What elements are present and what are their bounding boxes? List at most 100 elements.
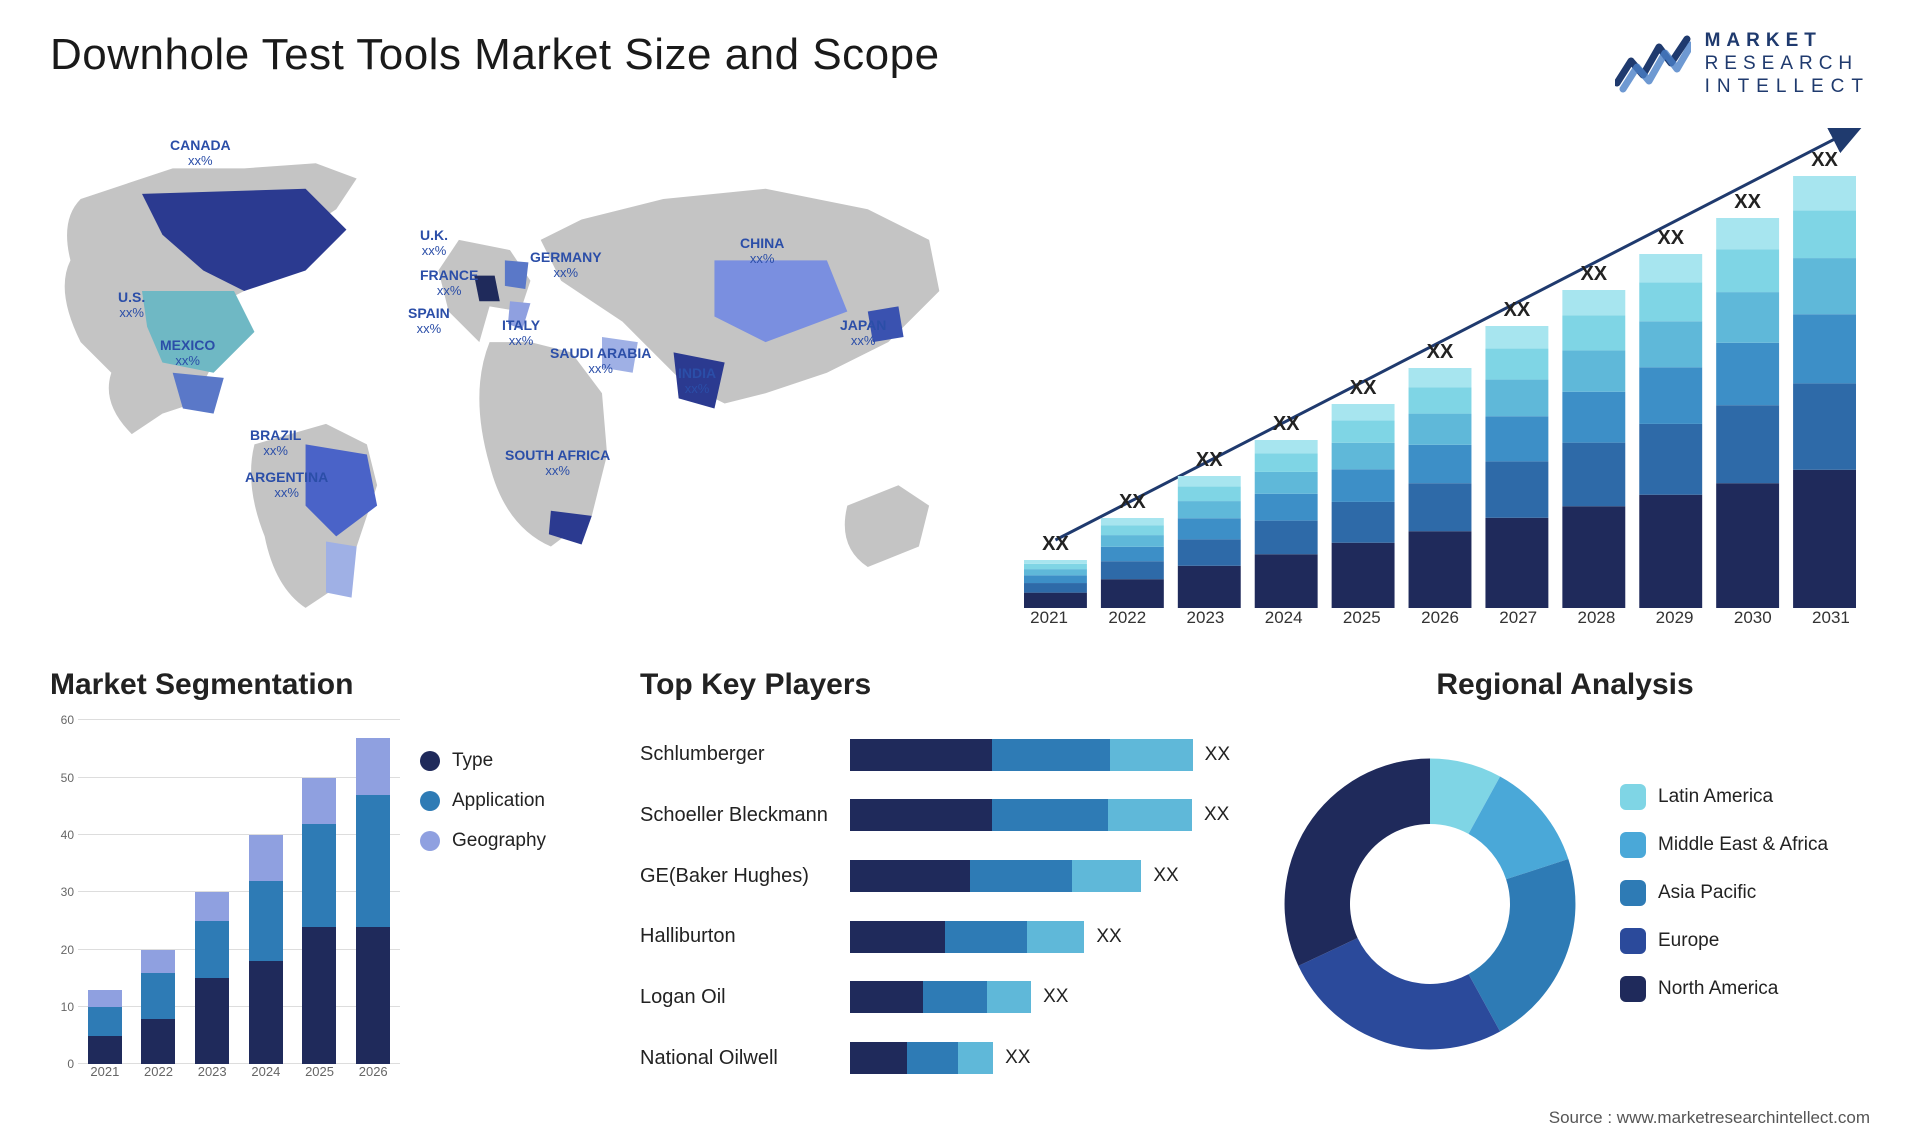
map-label: SAUDI ARABIAxx% [550,346,651,376]
svg-text:XX: XX [1504,299,1531,321]
player-name: National Oilwell [640,1047,850,1070]
growth-year-tick: 2025 [1323,608,1401,638]
player-value: XX [1005,1047,1030,1069]
segmentation-panel: Market Segmentation 0 10 20 30 40 50 60 2021 20… [50,668,610,1088]
map-label: U.K.xx% [420,228,448,258]
player-name: Schlumberger [640,743,850,766]
segmentation-chart: 0102030405060 202120222023202420252026 [50,720,400,1088]
player-bar [850,1042,993,1074]
seg-x-tick: 2025 [293,1064,347,1088]
seg-y-tick: 40 [61,828,74,842]
seg-x-tick: 2026 [346,1064,400,1088]
seg-legend-item: Application [420,790,610,812]
svg-text:XX: XX [1196,449,1223,471]
logo-icon [1615,33,1691,95]
player-name: Halliburton [640,925,850,948]
regional-legend: Latin America Middle East & Africa Asia Pa… [1620,784,1870,1024]
world-map-panel: CANADAxx% U.S.xx% MEXICOxx% BRAZILxx% ARGENT… [50,128,970,638]
players-panel: Top Key Players SchlumbergerXXSchoeller … [640,668,1230,1088]
growth-bars: XXXXXXXXXXXXXXXXXXXXXX [1010,128,1870,608]
player-value: XX [1153,865,1178,887]
player-value: XX [1043,986,1068,1008]
svg-text:XX: XX [1427,341,1454,363]
players-title: Top Key Players [640,668,1230,702]
seg-y-tick: 30 [61,885,74,899]
player-row: Schoeller Bleckmann XX [640,793,1230,837]
map-label: BRAZILxx% [250,428,301,458]
regional-title: Regional Analysis [1260,668,1870,702]
growth-chart: XXXXXXXXXXXXXXXXXXXXXX 20212022202320242… [1010,128,1870,638]
player-bar [850,860,1141,892]
growth-year-tick: 2028 [1557,608,1635,638]
player-value: XX [1205,744,1230,766]
player-row: GE(Baker Hughes) XX [640,854,1230,898]
map-label: CANADAxx% [170,138,231,168]
svg-text:XX: XX [1811,149,1838,171]
region-legend-item: Latin America [1620,784,1870,810]
map-label: JAPANxx% [840,318,886,348]
map-label: GERMANYxx% [530,250,602,280]
svg-text:XX: XX [1580,263,1607,285]
growth-year-tick: 2024 [1245,608,1323,638]
seg-bar [88,720,122,1064]
svg-text:XX: XX [1350,377,1377,399]
segmentation-title: Market Segmentation [50,668,610,702]
seg-bar [249,720,283,1064]
seg-y-tick: 60 [61,713,74,727]
region-legend-item: Middle East & Africa [1620,832,1870,858]
players-chart: SchlumbergerXXSchoeller BleckmannXXGE(Ba… [640,720,1230,1088]
segmentation-legend: TypeApplicationGeography [420,720,610,1088]
svg-text:XX: XX [1657,227,1684,249]
player-name: Logan Oil [640,986,850,1009]
growth-year-tick: 2022 [1088,608,1166,638]
map-label: ARGENTINAxx% [245,470,328,500]
player-row: Halliburton XX [640,915,1230,959]
growth-year-tick: 2023 [1166,608,1244,638]
seg-y-tick: 20 [61,943,74,957]
world-map [50,128,970,638]
map-label: MEXICOxx% [160,338,215,368]
growth-year-tick: 2026 [1401,608,1479,638]
region-legend-item: Asia Pacific [1620,880,1870,906]
seg-y-tick: 0 [67,1057,74,1071]
seg-bar [356,720,390,1064]
svg-text:XX: XX [1042,533,1069,555]
seg-bar [302,720,336,1064]
seg-legend-item: Geography [420,830,610,852]
player-value: XX [1204,804,1229,826]
logo-text-2: RESEARCH [1705,53,1870,76]
map-label: U.S.xx% [118,290,145,320]
brand-logo: MARKET RESEARCH INTELLECT [1615,30,1870,98]
seg-x-tick: 2023 [185,1064,239,1088]
seg-bar [195,720,229,1064]
player-bar [850,799,1192,831]
logo-text-1: MARKET [1705,30,1870,53]
growth-year-tick: 2029 [1636,608,1714,638]
regional-donut [1270,744,1590,1064]
map-label: SPAINxx% [408,306,450,336]
player-value: XX [1096,926,1121,948]
map-label: SOUTH AFRICAxx% [505,448,610,478]
seg-y-tick: 50 [61,771,74,785]
player-name: Schoeller Bleckmann [640,804,850,827]
player-bar [850,981,1031,1013]
growth-x-axis: 2021202220232024202520262027202820292030… [1010,608,1870,638]
regional-panel: Regional Analysis Latin America Middle Ea… [1260,668,1870,1088]
map-label: FRANCExx% [420,268,478,298]
player-name: GE(Baker Hughes) [640,865,850,888]
svg-text:XX: XX [1119,491,1146,513]
region-legend-item: Europe [1620,928,1870,954]
source-attribution: Source : www.marketresearchintellect.com [1549,1108,1870,1128]
map-label: INDIAxx% [678,366,716,396]
seg-y-tick: 10 [61,1000,74,1014]
page-title: Downhole Test Tools Market Size and Scop… [50,30,940,80]
seg-x-tick: 2024 [239,1064,293,1088]
map-label: ITALYxx% [502,318,540,348]
growth-year-tick: 2030 [1714,608,1792,638]
map-label: CHINAxx% [740,236,784,266]
player-row: National Oilwell XX [640,1036,1230,1080]
seg-x-tick: 2021 [78,1064,132,1088]
growth-year-tick: 2021 [1010,608,1088,638]
seg-bar [141,720,175,1064]
growth-year-tick: 2027 [1479,608,1557,638]
